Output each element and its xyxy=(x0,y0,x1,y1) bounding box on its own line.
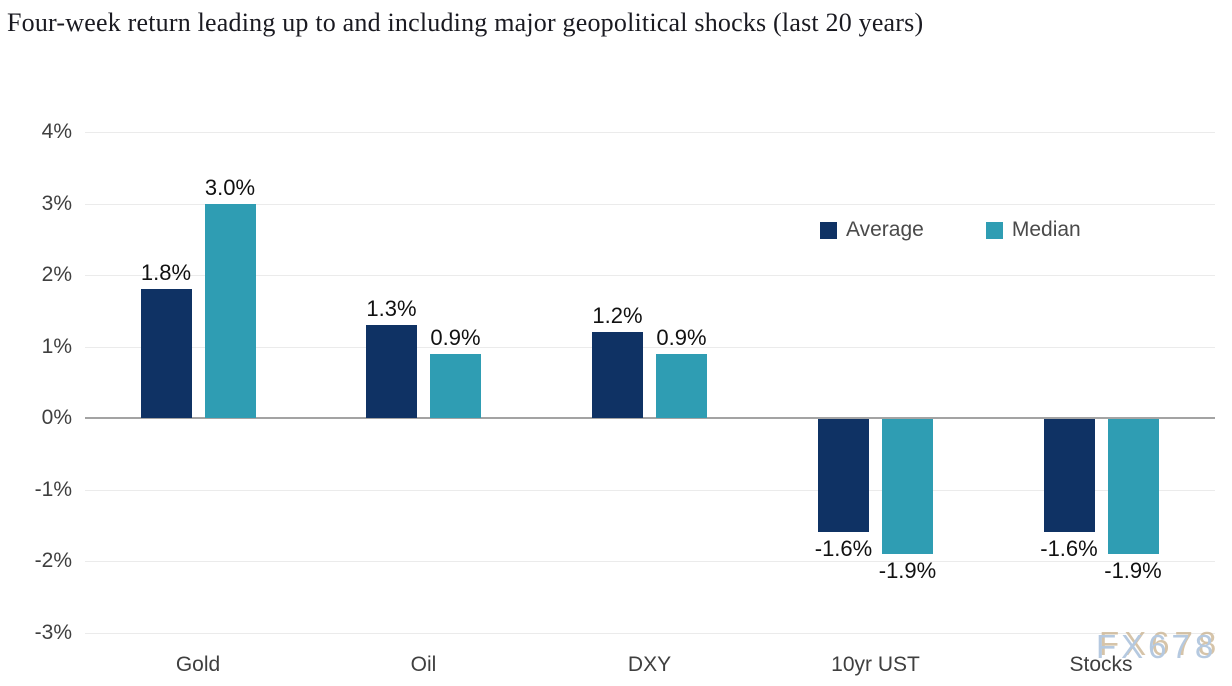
legend: Average Median xyxy=(820,218,1081,242)
value-label-median-gold: 3.0% xyxy=(204,174,256,200)
legend-swatch-average xyxy=(820,221,837,239)
gridline xyxy=(85,275,1215,276)
value-label-median-oil: 0.9% xyxy=(430,324,481,350)
gridline xyxy=(85,203,1215,205)
y-tick-label: -2% xyxy=(34,549,72,572)
bar-median-stocks xyxy=(1107,419,1159,554)
legend-swatch-median xyxy=(985,221,1003,239)
value-label-median-10yr-ust: -1.9% xyxy=(878,557,937,583)
y-tick-label: 4% xyxy=(41,120,72,143)
bar-median-oil xyxy=(430,353,481,418)
value-label-average-10yr-ust: -1.6% xyxy=(814,536,873,562)
chart-title: Four-week return leading up to and inclu… xyxy=(7,8,924,37)
y-tick-label: 0% xyxy=(41,406,72,429)
value-label-average-oil: 1.3% xyxy=(366,296,417,322)
bar-average-10yr-ust xyxy=(818,419,869,533)
value-label-median-dxy: 0.9% xyxy=(656,324,707,350)
zero-axis-line xyxy=(85,417,1215,419)
bar-median-dxy xyxy=(656,353,707,418)
bar-average-stocks xyxy=(1043,419,1095,533)
watermark: FX678 xyxy=(1096,628,1219,665)
legend-item-median: Median xyxy=(985,218,1081,242)
x-category-label-stocks: Stocks xyxy=(1069,653,1133,676)
gridline xyxy=(85,561,1215,562)
x-category-label-gold: Gold xyxy=(175,653,221,676)
legend-label-median: Median xyxy=(1011,218,1081,241)
bar-average-gold xyxy=(140,289,192,418)
bar-average-dxy xyxy=(592,332,643,418)
y-tick-label: -3% xyxy=(34,620,72,644)
bar-average-oil xyxy=(366,325,417,418)
value-label-average-dxy: 1.2% xyxy=(592,303,643,329)
bar-median-gold xyxy=(204,203,256,418)
gridline xyxy=(85,632,1215,634)
legend-label-average: Average xyxy=(846,218,924,241)
y-tick-label: 3% xyxy=(41,191,72,215)
bar-median-10yr-ust xyxy=(882,419,933,554)
gridline xyxy=(85,132,1215,133)
gridline xyxy=(85,346,1215,348)
value-label-average-stocks: -1.6% xyxy=(1040,536,1098,562)
y-tick-label: 1% xyxy=(41,334,72,358)
value-label-median-stocks: -1.9% xyxy=(1104,557,1162,583)
y-tick-label: 2% xyxy=(41,263,72,286)
legend-item-average: Average xyxy=(820,218,924,242)
x-category-label-10yr-ust: 10yr UST xyxy=(831,653,920,676)
value-label-average-gold: 1.8% xyxy=(140,260,192,286)
x-category-label-dxy: DXY xyxy=(627,653,672,676)
gridline xyxy=(85,489,1215,491)
x-category-label-oil: Oil xyxy=(410,653,437,676)
y-tick-label: -1% xyxy=(34,477,72,501)
